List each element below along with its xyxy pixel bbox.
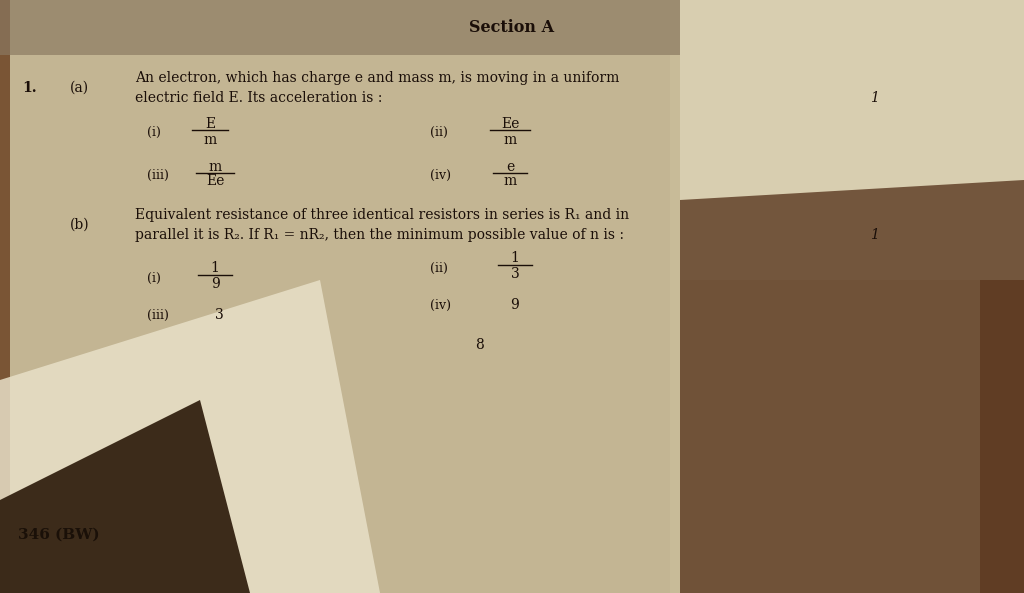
Bar (0, 0, 1024, 55)
Text: (iv): (iv) (430, 168, 451, 181)
Text: 346 (BW): 346 (BW) (18, 528, 99, 542)
Text: An electron, which has charge e and mass m, is moving in a uniform: An electron, which has charge e and mass… (135, 71, 620, 85)
Text: 3: 3 (215, 308, 224, 322)
Text: (iii): (iii) (147, 308, 169, 321)
Text: 1: 1 (870, 228, 879, 242)
Text: Equivalent resistance of three identical resistors in series is R₁ and in: Equivalent resistance of three identical… (135, 208, 629, 222)
Bar (680, 0, 1024, 280)
Bar (10, 55, 670, 593)
Text: Ee: Ee (501, 117, 519, 131)
Text: m: m (204, 133, 217, 147)
Text: 9: 9 (510, 298, 519, 312)
Text: m: m (504, 174, 517, 188)
Text: e: e (506, 160, 514, 174)
Text: parallel it is R₂. If R₁ = nR₂, then the minimum possible value of n is :: parallel it is R₂. If R₁ = nR₂, then the… (135, 228, 624, 242)
Text: (a): (a) (70, 81, 89, 95)
Text: (i): (i) (147, 126, 161, 139)
Text: electric field E. Its acceleration is :: electric field E. Its acceleration is : (135, 91, 382, 105)
Text: (b): (b) (70, 218, 90, 232)
Text: (ii): (ii) (430, 126, 447, 139)
Text: m: m (504, 133, 517, 147)
Text: E: E (205, 117, 215, 131)
Text: 9: 9 (211, 277, 219, 291)
Text: 1: 1 (511, 251, 519, 265)
Text: Section A: Section A (469, 20, 555, 37)
Text: Ee: Ee (206, 174, 224, 188)
Text: 1: 1 (211, 261, 219, 275)
Text: (i): (i) (147, 272, 161, 285)
Text: 8: 8 (475, 338, 483, 352)
Text: 1.: 1. (22, 81, 37, 95)
Text: 3: 3 (511, 267, 519, 281)
Text: 1: 1 (870, 91, 879, 105)
Polygon shape (0, 400, 250, 593)
Text: (iv): (iv) (430, 298, 451, 311)
Polygon shape (680, 180, 1024, 593)
Text: m: m (208, 160, 221, 174)
Text: (iii): (iii) (147, 168, 169, 181)
Text: (ii): (ii) (430, 262, 447, 275)
Polygon shape (0, 280, 380, 593)
